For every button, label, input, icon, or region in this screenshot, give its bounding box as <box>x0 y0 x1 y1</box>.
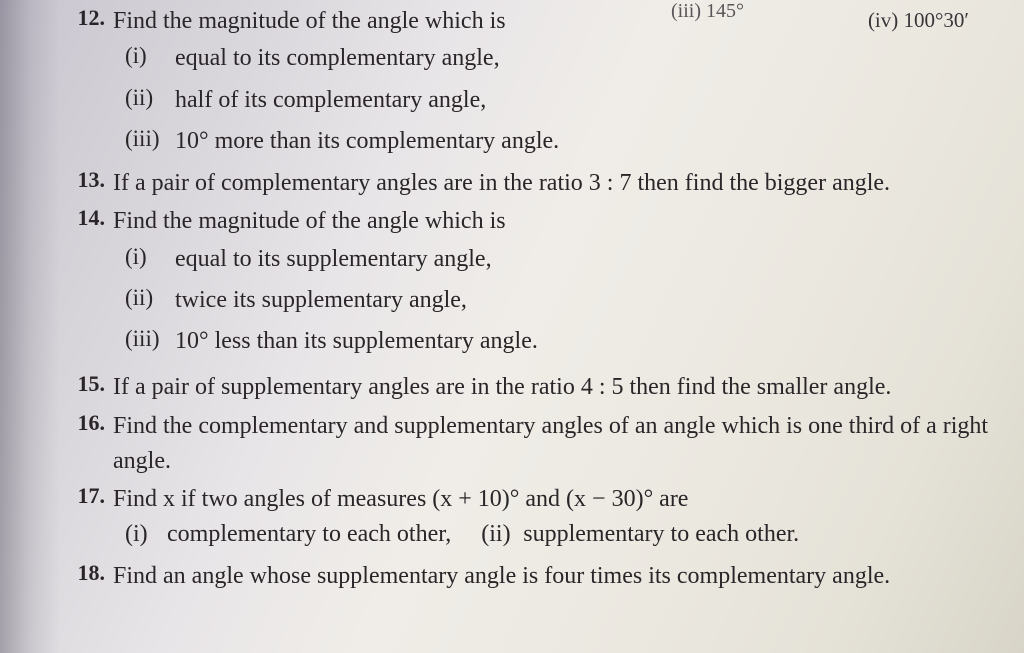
q12-sub-i: (i) equal to its complementary angle, <box>125 43 1004 74</box>
question-16: 16. Find the complementary and supplemen… <box>75 410 1004 442</box>
q13-number: 13. <box>75 167 113 193</box>
q17-sub-ii: (ii) supplementary to each other. <box>481 521 799 548</box>
q14-sub-i-text: equal to its supplementary angle, <box>175 244 492 275</box>
q17-number: 17. <box>75 483 113 509</box>
q14-sub-ii: (ii) twice its supplementary angle, <box>125 285 1004 316</box>
q17-sub-i-text: complementary to each other, <box>167 521 451 548</box>
q14-sub-ii-text: twice its supplementary angle, <box>175 285 467 316</box>
page-content: 12. Find the magnitude of the angle whic… <box>75 0 1004 599</box>
question-12: 12. Find the magnitude of the angle whic… <box>75 5 1004 37</box>
q17-subs: (i) complementary to each other, (ii) su… <box>125 521 1004 548</box>
q13-text: If a pair of complementary angles are in… <box>113 167 1004 199</box>
q14-sub-iii-text: 10° less than its supplementary angle. <box>175 326 538 357</box>
q12-sub-iii-text: 10° more than its complementary angle. <box>175 126 559 157</box>
q12-sub-i-text: equal to its complementary angle, <box>175 43 500 74</box>
q12-sub-iii-num: (iii) <box>125 126 175 152</box>
q18-number: 18. <box>75 560 113 586</box>
question-17: 17. Find x if two angles of measures (x … <box>75 483 1004 515</box>
question-18: 18. Find an angle whose supplementary an… <box>75 560 1004 592</box>
q12-sub-ii-text: half of its complementary angle, <box>175 85 486 116</box>
q16-text-line2: angle. <box>113 448 1004 475</box>
q15-text: If a pair of supplementary angles are in… <box>113 371 1004 403</box>
page-binding-shadow <box>0 0 60 653</box>
q12-number: 12. <box>75 5 113 31</box>
q12-sub-iii: (iii) 10° more than its complementary an… <box>125 126 1004 157</box>
q17-text: Find x if two angles of measures (x + 10… <box>113 483 1004 515</box>
q14-sub-i-num: (i) <box>125 244 175 270</box>
question-14: 14. Find the magnitude of the angle whic… <box>75 205 1004 237</box>
q18-text: Find an angle whose supplementary angle … <box>113 560 1004 592</box>
q14-number: 14. <box>75 205 113 231</box>
q17-sub-ii-text: supplementary to each other. <box>523 521 799 548</box>
q12-sub-i-num: (i) <box>125 43 175 69</box>
q16-number: 16. <box>75 410 113 436</box>
question-15: 15. If a pair of supplementary angles ar… <box>75 371 1004 403</box>
q14-sub-i: (i) equal to its supplementary angle, <box>125 244 1004 275</box>
q17-sub-ii-num: (ii) <box>481 521 523 548</box>
q17-sub-i-num: (i) <box>125 521 167 548</box>
q14-text: Find the magnitude of the angle which is <box>113 205 1004 237</box>
question-13: 13. If a pair of complementary angles ar… <box>75 167 1004 199</box>
q14-sub-iii-num: (iii) <box>125 326 175 352</box>
q14-sub-ii-num: (ii) <box>125 285 175 311</box>
q12-sub-ii: (ii) half of its complementary angle, <box>125 85 1004 116</box>
q12-text: Find the magnitude of the angle which is <box>113 5 1004 37</box>
q12-sub-ii-num: (ii) <box>125 85 175 111</box>
q14-sub-iii: (iii) 10° less than its supplementary an… <box>125 326 1004 357</box>
q16-text-line1: Find the complementary and supplementary… <box>113 410 1004 442</box>
q17-sub-i: (i) complementary to each other, <box>125 521 451 548</box>
q15-number: 15. <box>75 371 113 397</box>
